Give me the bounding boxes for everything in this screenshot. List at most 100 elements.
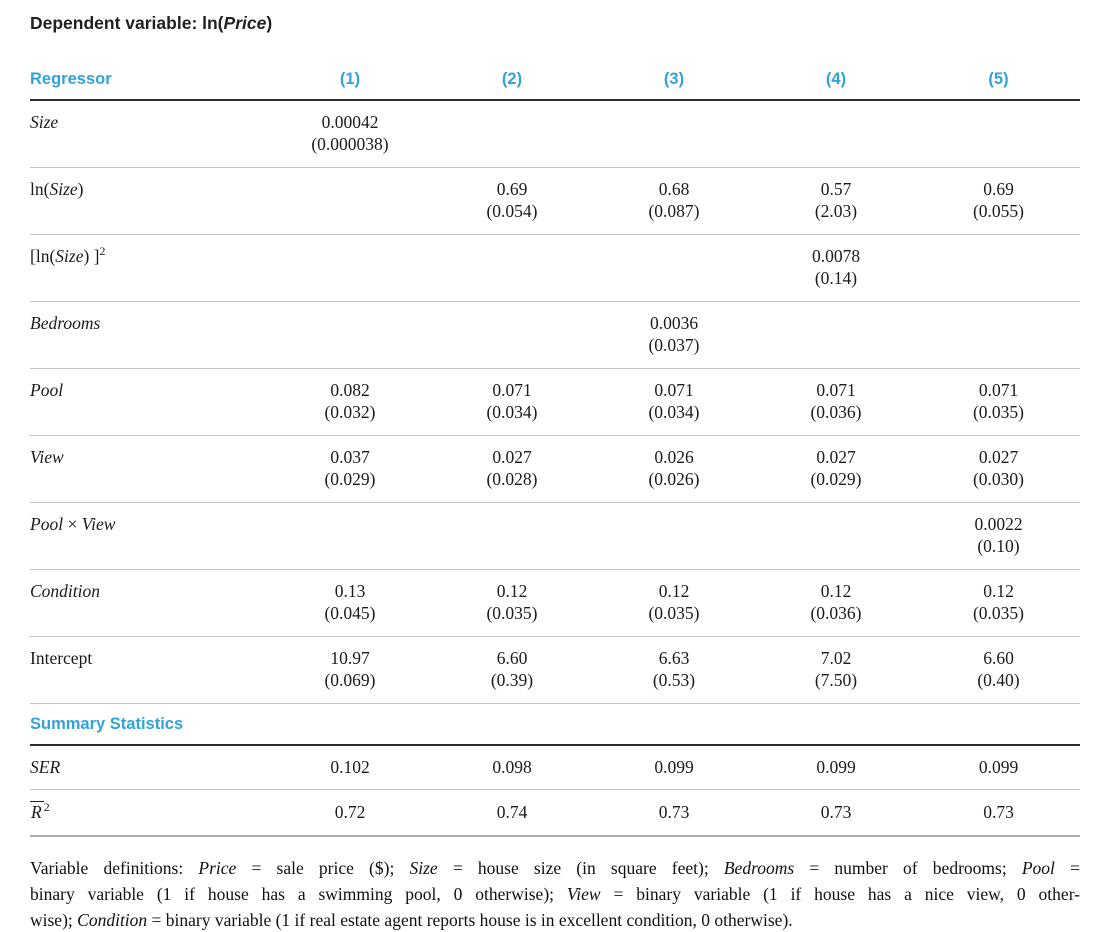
row-label: View [30, 435, 269, 503]
empty-cell [755, 301, 917, 369]
estimate: 0.68 [658, 179, 690, 199]
footnote-line: wise); Condition = binary variable (1 if… [30, 907, 1080, 932]
summary-value: 0.72 [269, 789, 431, 837]
text-segment: Price [198, 858, 237, 878]
coefficient-cell: 0.57 (2.03) [755, 167, 917, 235]
std-error: (0.40) [977, 670, 1020, 690]
table-row: Pool × View 0.0022 (0.10) [30, 502, 1080, 570]
summary-value: 0.102 [269, 745, 431, 790]
text-segment: Condition [30, 581, 101, 601]
regression-table: Regressor (1) (2) (3) (4) (5) Size 0.00042 (0.… [30, 68, 1080, 837]
text-segment: ) [77, 179, 84, 199]
std-error: (0.087) [648, 201, 700, 221]
std-error: (0.029) [324, 469, 376, 489]
coefficient-cell: 0.037 (0.029) [269, 435, 431, 503]
coefficient-cell: 0.027 (0.028) [431, 435, 593, 503]
header-row: Regressor (1) (2) (3) (4) (5) [30, 68, 1080, 101]
estimate: 0.69 [496, 179, 528, 199]
page-title: Dependent variable: ln(Price) [30, 12, 1080, 34]
column-header: (3) [593, 68, 755, 101]
std-error: (0.035) [486, 603, 538, 623]
coefficient-cell: 10.97 (0.069) [269, 636, 431, 704]
estimate: 0.071 [492, 380, 532, 400]
text-segment: Variable definitions: [30, 858, 199, 878]
text-segment: ln( [30, 179, 50, 199]
coefficient-cell: 0.071 (0.035) [917, 368, 1080, 436]
std-error: (0.037) [648, 335, 700, 355]
std-error: (2.03) [814, 201, 858, 221]
row-label: ln(Size) [30, 167, 269, 235]
text-segment: Pool [30, 514, 64, 534]
summary-statistics-label: Summary Statistics [30, 715, 184, 733]
estimate: 0.12 [496, 581, 528, 601]
text-segment: Pool [1021, 858, 1055, 878]
text-segment: Pool [30, 380, 64, 400]
std-error: (0.036) [810, 603, 862, 623]
coefficient-cell: 0.68 (0.087) [593, 167, 755, 235]
column-header: (1) [269, 68, 431, 101]
std-error: (0.53) [652, 670, 696, 690]
text-segment: [ln( [30, 246, 56, 266]
coefficient-cell: 0.071 (0.034) [431, 368, 593, 436]
text-segment: View [30, 447, 64, 467]
estimate: 0.00042 [321, 112, 379, 132]
std-error: (0.034) [648, 402, 700, 422]
std-error: (0.14) [814, 268, 858, 288]
row-label: Pool [30, 368, 269, 436]
estimate: 0.0022 [974, 514, 1023, 534]
regressor-column-header: Regressor [30, 68, 269, 101]
std-error: (0.028) [486, 469, 538, 489]
coefficient-cell: 0.0036 (0.037) [593, 301, 755, 369]
table-row: Intercept 10.97 (0.069) 6.60 (0.39) 6.63 (0.53… [30, 636, 1080, 704]
coefficient-cell: 0.071 (0.034) [593, 368, 755, 436]
text-segment: Size [55, 246, 84, 266]
std-error: (0.034) [486, 402, 538, 422]
text-segment: Size [30, 112, 59, 132]
empty-cell [269, 502, 431, 570]
empty-cell [593, 502, 755, 570]
table-row: ln(Size) 0.69 (0.054) 0.68 (0.087) 0.57 (2.03)… [30, 167, 1080, 235]
text-segment: Dependent variable: ln( [30, 13, 224, 33]
estimate: 7.02 [820, 648, 852, 668]
table-row: Condition 0.13 (0.045) 0.12 (0.035) 0.12 (0.03… [30, 569, 1080, 637]
row-label: Bedrooms [30, 301, 269, 369]
superscript: 2 [99, 244, 106, 259]
row-label: Condition [30, 569, 269, 637]
text-segment: = [1054, 858, 1080, 878]
summary-value: 0.74 [431, 789, 593, 837]
std-error: (0.035) [972, 402, 1025, 422]
coefficient-cell: 0.69 (0.055) [917, 167, 1080, 235]
text-segment: = sale price ($); [236, 858, 410, 878]
text-segment: R [30, 801, 44, 822]
estimate: 0.13 [334, 581, 366, 601]
empty-cell [917, 234, 1080, 302]
std-error: (0.000038) [311, 134, 389, 154]
empty-cell [755, 100, 917, 168]
row-label: Intercept [30, 636, 269, 704]
text-segment: = house size (in square feet); [437, 858, 724, 878]
coefficient-cell: 0.027 (0.030) [917, 435, 1080, 503]
coefficient-cell: 0.69 (0.054) [431, 167, 593, 235]
summary-row: R 2 0.72 0.74 0.73 0.73 0.73 [30, 789, 1080, 837]
text-segment: Price [223, 13, 267, 33]
empty-cell [917, 100, 1080, 168]
text-segment: × [63, 514, 82, 534]
coefficient-cell: 0.00042 (0.000038) [269, 100, 431, 168]
std-error: (0.026) [648, 469, 700, 489]
text-segment: Size [49, 179, 78, 199]
column-header: (5) [917, 68, 1080, 101]
std-error: (0.39) [490, 670, 534, 690]
estimate: 0.12 [820, 581, 852, 601]
empty-cell [917, 301, 1080, 369]
summary-row: SER 0.102 0.098 0.099 0.099 0.099 [30, 745, 1080, 790]
coefficient-cell: 0.071 (0.036) [755, 368, 917, 436]
empty-cell [431, 301, 593, 369]
empty-cell [593, 234, 755, 302]
summary-value: 0.73 [593, 789, 755, 837]
text-segment: = number of bedrooms; [794, 858, 1022, 878]
text-segment: ) [266, 13, 273, 33]
estimate: 6.60 [983, 648, 1014, 668]
estimate: 0.027 [978, 447, 1019, 467]
table-row: View 0.037 (0.029) 0.027 (0.028) 0.026 (0.026)… [30, 435, 1080, 503]
